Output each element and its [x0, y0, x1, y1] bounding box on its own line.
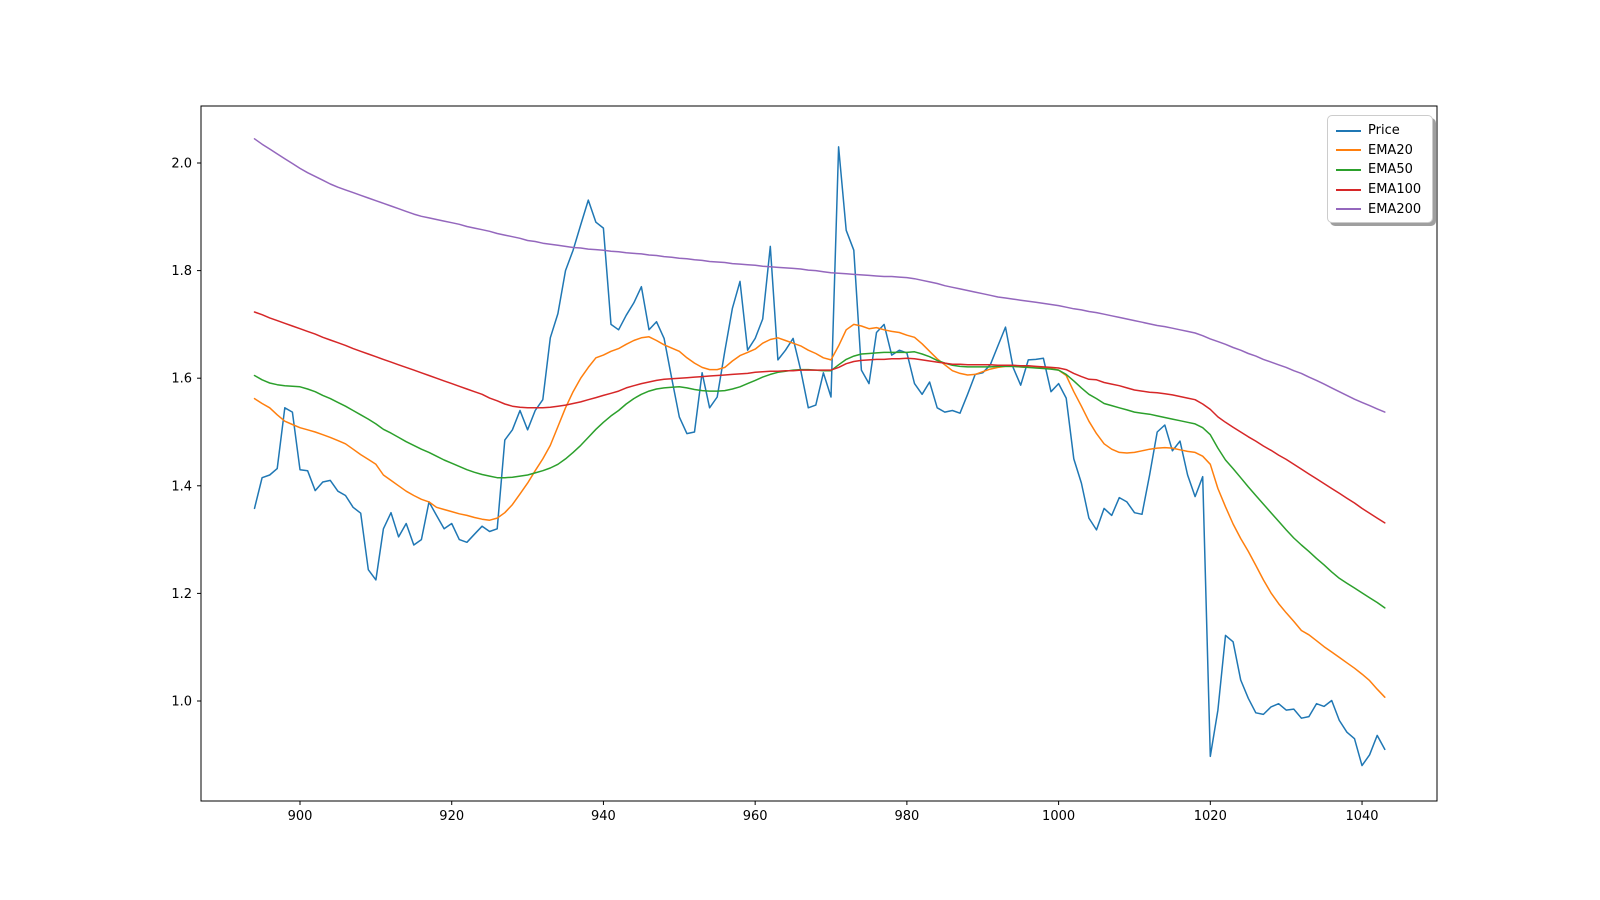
legend-item-label: EMA100 [1368, 182, 1422, 198]
x-tick-label: 1000 [1042, 809, 1075, 824]
y-tick-label: 1.8 [171, 264, 192, 279]
legend-item: EMA20 [1336, 141, 1432, 161]
legend-item-label: Price [1368, 123, 1400, 139]
legend-item: EMA200 [1336, 199, 1432, 219]
y-tick-label: 1.2 [171, 587, 192, 602]
x-tick-label: 960 [743, 809, 768, 824]
x-tick-label: 940 [591, 809, 616, 824]
y-tick-label: 1.4 [171, 479, 192, 494]
axes-frame [200, 105, 1438, 802]
series-line-ema100 [253, 311, 1386, 524]
legend-item: Price [1336, 121, 1432, 141]
y-tick-label: 1.6 [171, 372, 192, 387]
legend-item: EMA50 [1336, 160, 1432, 180]
y-tick-label: 1.0 [171, 695, 192, 710]
legend-item: EMA100 [1336, 180, 1432, 200]
x-tick-label: 920 [439, 809, 464, 824]
legend-item-label: EMA20 [1368, 142, 1413, 158]
legend-item-label: EMA200 [1368, 201, 1422, 217]
ema200-line-sample-icon [1336, 208, 1361, 211]
legend: Price EMA20 EMA50 EMA100 EMA200 [1327, 115, 1433, 223]
ema20-line-sample-icon [1336, 149, 1361, 152]
x-tick-label: 1040 [1345, 809, 1378, 824]
series-line-ema20 [253, 323, 1386, 698]
legend-item-label: EMA50 [1368, 162, 1413, 178]
ema50-line-sample-icon [1336, 168, 1361, 171]
x-tick-label: 1020 [1194, 809, 1227, 824]
y-tick-label: 2.0 [171, 157, 192, 172]
ema100-line-sample-icon [1336, 188, 1361, 191]
x-tick-label: 900 [288, 809, 313, 824]
x-tick-label: 980 [894, 809, 919, 824]
series-line-price [253, 146, 1386, 767]
price-line-sample-icon [1336, 129, 1361, 132]
series-line-ema200 [253, 138, 1386, 413]
